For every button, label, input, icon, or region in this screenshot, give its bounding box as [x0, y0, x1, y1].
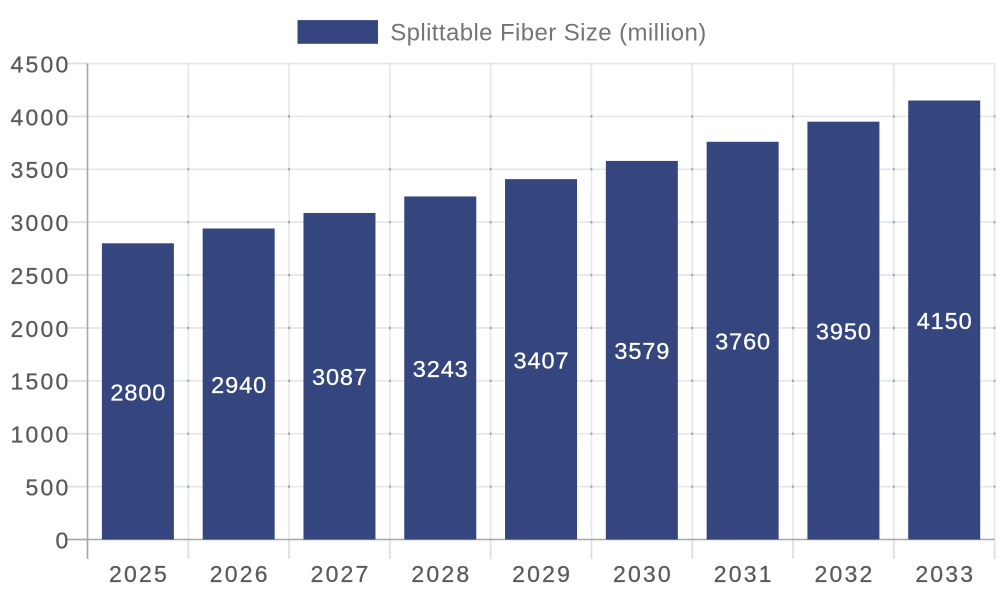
svg-text:Splittable Fiber Size (million: Splittable Fiber Size (million) [390, 20, 707, 47]
svg-text:3000: 3000 [11, 210, 71, 236]
svg-text:2500: 2500 [11, 263, 71, 289]
svg-text:2030: 2030 [613, 561, 673, 587]
svg-text:3950: 3950 [816, 319, 872, 345]
svg-text:4000: 4000 [11, 104, 71, 130]
svg-text:2000: 2000 [11, 316, 71, 342]
svg-text:4150: 4150 [917, 308, 973, 334]
svg-text:1000: 1000 [11, 422, 71, 448]
svg-text:3243: 3243 [413, 356, 469, 382]
svg-text:2031: 2031 [714, 561, 774, 587]
svg-text:2026: 2026 [210, 561, 270, 587]
svg-text:3407: 3407 [514, 347, 570, 373]
svg-text:2033: 2033 [915, 561, 975, 587]
svg-text:3760: 3760 [715, 329, 771, 355]
svg-text:2028: 2028 [411, 561, 471, 587]
svg-text:2032: 2032 [815, 561, 875, 587]
svg-text:2800: 2800 [110, 379, 166, 405]
svg-text:2027: 2027 [311, 561, 371, 587]
svg-text:3087: 3087 [312, 364, 368, 390]
svg-text:3579: 3579 [614, 338, 670, 364]
svg-text:2029: 2029 [512, 561, 572, 587]
svg-text:2940: 2940 [211, 372, 267, 398]
svg-text:2025: 2025 [109, 561, 169, 587]
svg-text:1500: 1500 [11, 369, 71, 395]
svg-text:4500: 4500 [11, 51, 71, 77]
svg-text:0: 0 [56, 527, 71, 553]
svg-text:500: 500 [26, 475, 71, 501]
svg-text:3500: 3500 [11, 157, 71, 183]
